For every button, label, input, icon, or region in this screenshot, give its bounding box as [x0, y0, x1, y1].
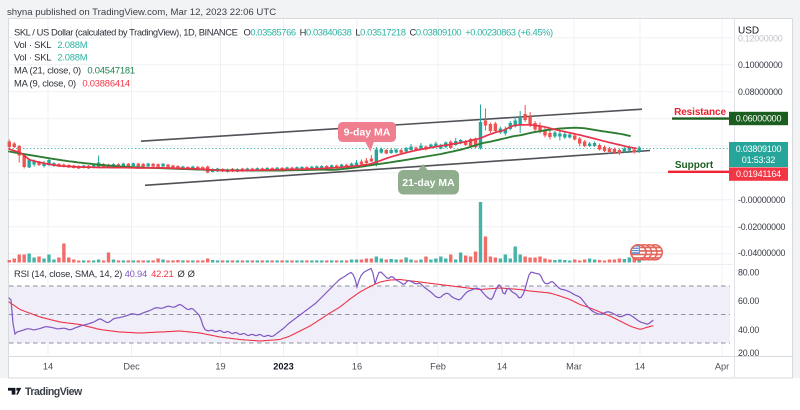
svg-text:0.01941164: 0.01941164 [736, 169, 781, 179]
svg-text:-0.02000000: -0.02000000 [738, 222, 786, 232]
svg-text:0.10000000: 0.10000000 [738, 60, 783, 70]
svg-text:Vol · SKL 2.088M: Vol · SKL 2.088M [14, 52, 88, 63]
svg-text:Support: Support [675, 160, 714, 171]
svg-text:0.06000000: 0.06000000 [736, 114, 782, 124]
svg-text:Feb: Feb [430, 362, 446, 372]
svg-text:TradingView: TradingView [25, 386, 83, 398]
svg-text:9-day MA: 9-day MA [344, 127, 391, 139]
svg-text:shyna published on TradingView: shyna published on TradingView.com, Mar … [7, 7, 276, 18]
svg-text:Vol · SKL 2.088M: Vol · SKL 2.088M [14, 39, 88, 50]
svg-text:80.00: 80.00 [738, 268, 759, 278]
svg-text:16: 16 [352, 362, 362, 372]
svg-text:-0.04000000: -0.04000000 [738, 248, 786, 258]
svg-text:0.03809100: 0.03809100 [736, 144, 782, 154]
svg-text:19: 19 [215, 362, 225, 372]
svg-text:21-day MA: 21-day MA [402, 177, 455, 189]
svg-text:RSI (14, close, SMA, 14, 2) 40: RSI (14, close, SMA, 14, 2) 40.94 42.21 Ø Ø [14, 268, 195, 279]
svg-text:14: 14 [635, 362, 645, 372]
svg-text:60.00: 60.00 [738, 296, 759, 306]
svg-text:Mar: Mar [566, 362, 582, 372]
svg-text:20.00: 20.00 [738, 348, 759, 358]
svg-text:USD: USD [738, 26, 759, 37]
svg-text:0.12000000: 0.12000000 [738, 34, 783, 44]
svg-text:Resistance: Resistance [674, 107, 726, 118]
svg-text:Dec: Dec [123, 362, 140, 372]
svg-text:SKL / US Dollar (calculated by: SKL / US Dollar (calculated by TradingVi… [14, 27, 553, 38]
svg-text:0.08000000: 0.08000000 [738, 87, 783, 97]
svg-text:14: 14 [43, 362, 53, 372]
svg-text:Apr: Apr [715, 362, 729, 372]
svg-text:MA (9, close, 0) 0.03886414: MA (9, close, 0) 0.03886414 [14, 77, 130, 88]
svg-text:40.00: 40.00 [738, 325, 759, 335]
svg-text:MA (21, close, 0) 0.04547181: MA (21, close, 0) 0.04547181 [14, 65, 135, 76]
svg-text:01:53:32: 01:53:32 [742, 155, 776, 165]
svg-text:2023: 2023 [273, 362, 293, 372]
svg-text:14: 14 [497, 362, 507, 372]
svg-text:-0.00000000: -0.00000000 [738, 195, 786, 205]
